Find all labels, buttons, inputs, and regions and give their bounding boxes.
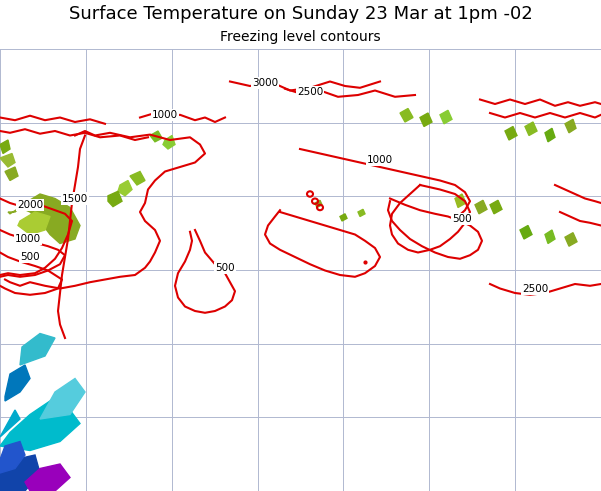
Text: 2500: 2500: [522, 283, 548, 294]
Text: 1000: 1000: [152, 110, 178, 120]
Polygon shape: [5, 365, 30, 401]
Polygon shape: [340, 214, 347, 221]
Text: 500: 500: [452, 214, 472, 224]
Polygon shape: [0, 154, 15, 167]
Text: 500: 500: [215, 263, 235, 273]
Text: 2000: 2000: [17, 200, 43, 210]
Polygon shape: [545, 230, 555, 244]
Polygon shape: [358, 209, 365, 217]
Polygon shape: [118, 181, 132, 196]
Polygon shape: [150, 131, 162, 142]
Polygon shape: [0, 401, 80, 451]
Polygon shape: [520, 225, 532, 239]
Text: 1000: 1000: [367, 155, 393, 165]
Text: 1000: 1000: [15, 234, 41, 244]
Polygon shape: [25, 464, 70, 491]
Polygon shape: [490, 200, 502, 214]
Text: 2500: 2500: [297, 87, 323, 97]
Polygon shape: [0, 455, 40, 491]
Polygon shape: [108, 191, 122, 207]
Polygon shape: [505, 127, 517, 140]
Polygon shape: [525, 122, 537, 136]
Polygon shape: [315, 200, 322, 208]
Polygon shape: [0, 441, 25, 473]
Polygon shape: [0, 140, 10, 154]
Polygon shape: [40, 379, 85, 419]
Polygon shape: [130, 171, 145, 185]
Polygon shape: [5, 167, 18, 181]
Polygon shape: [163, 136, 175, 149]
Text: 500: 500: [20, 252, 40, 262]
Polygon shape: [400, 109, 413, 122]
Polygon shape: [420, 113, 432, 127]
Text: Freezing level contours: Freezing level contours: [220, 30, 381, 44]
Polygon shape: [18, 212, 50, 235]
Polygon shape: [565, 233, 577, 246]
Text: 3000: 3000: [252, 78, 278, 88]
Polygon shape: [545, 128, 555, 142]
Polygon shape: [0, 410, 20, 437]
Polygon shape: [455, 194, 466, 208]
Polygon shape: [20, 333, 55, 365]
Polygon shape: [440, 110, 452, 124]
Polygon shape: [8, 194, 80, 244]
Text: Surface Temperature on Sunday 23 Mar at 1pm -02: Surface Temperature on Sunday 23 Mar at …: [69, 5, 532, 23]
Polygon shape: [565, 119, 576, 133]
Text: 1500: 1500: [62, 193, 88, 203]
Polygon shape: [475, 200, 487, 214]
